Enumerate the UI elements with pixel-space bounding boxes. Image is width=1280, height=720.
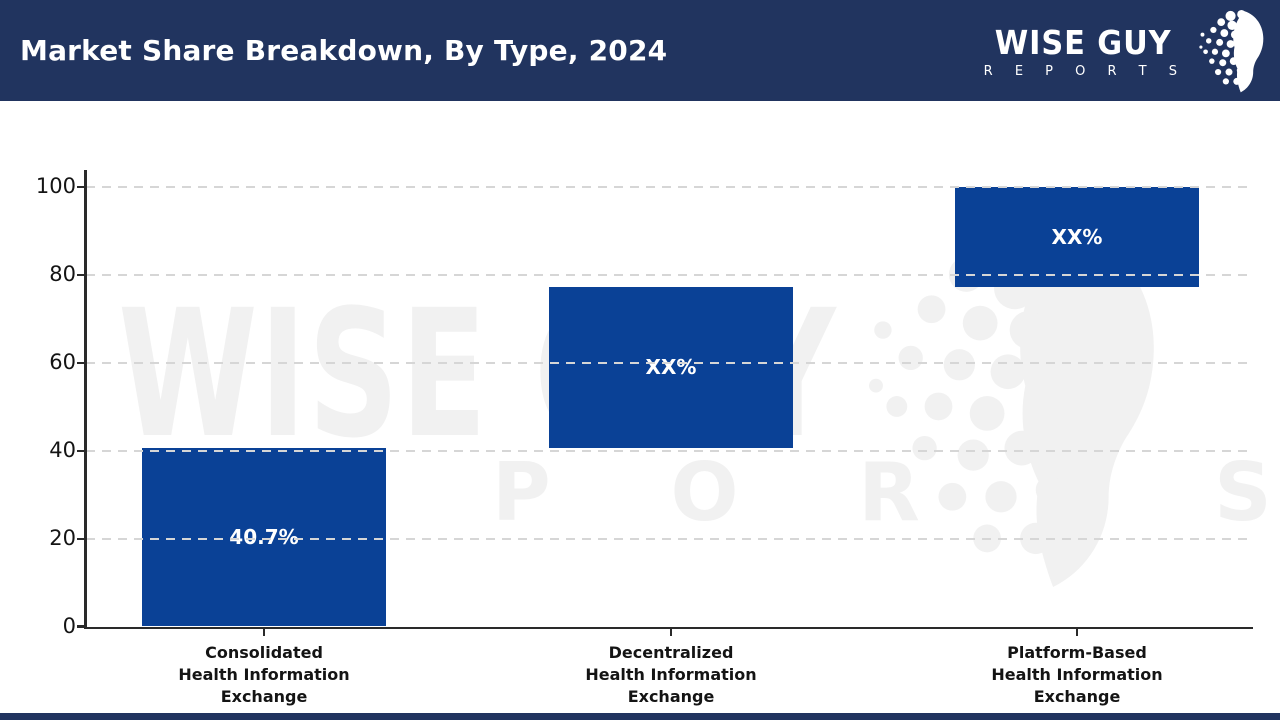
logo-dotted-head-icon	[1199, 10, 1264, 93]
bar-value-label: 40.7%	[229, 525, 299, 550]
gridline	[86, 186, 1253, 188]
y-tick-label: 20	[49, 525, 76, 550]
x-category-label: Decentralized Health Information Exchang…	[585, 643, 757, 706]
y-tick-mark	[77, 449, 85, 452]
x-axis-spine	[84, 626, 1253, 629]
y-axis-spine	[84, 170, 87, 629]
x-category-label: Platform-Based Health Information Exchan…	[991, 643, 1163, 706]
bar-segment: XX%	[955, 187, 1199, 288]
logo-subtext: R E P O R T S	[983, 64, 1186, 79]
y-tick-label: 80	[49, 261, 76, 286]
x-tick-mark	[669, 629, 673, 636]
y-tick-label: 40	[49, 437, 76, 462]
bar-segment: 40.7%	[142, 447, 386, 627]
bar-segment: XX%	[549, 287, 793, 448]
header-bar: Market Share Breakdown, By Type, 2024 WI…	[0, 0, 1280, 101]
y-tick-label: 0	[62, 613, 76, 638]
y-tick-mark	[77, 185, 85, 189]
chart-title: Market Share Breakdown, By Type, 2024	[20, 34, 668, 67]
y-tick-mark	[77, 625, 85, 628]
gridline	[86, 273, 1253, 276]
y-tick-mark	[77, 361, 85, 364]
y-tick-label: 100	[35, 174, 76, 198]
x-category-label: Consolidated Health Information Exchange	[178, 643, 350, 706]
wiseguy-logo: WISE GUY R E P O R T S	[980, 6, 1268, 96]
footer-bar	[0, 713, 1280, 720]
y-tick-mark	[77, 537, 85, 540]
bar-value-label: XX%	[1051, 225, 1103, 250]
gridline	[86, 537, 1253, 540]
x-tick-mark	[262, 629, 266, 636]
bar-value-label: XX%	[645, 355, 697, 380]
y-tick-label: 60	[49, 349, 76, 374]
x-tick-mark	[1075, 629, 1079, 636]
logo-wordmark: WISE GUY	[994, 23, 1172, 62]
y-tick-mark	[77, 273, 85, 276]
gridline	[86, 449, 1253, 452]
gridline	[86, 361, 1253, 364]
